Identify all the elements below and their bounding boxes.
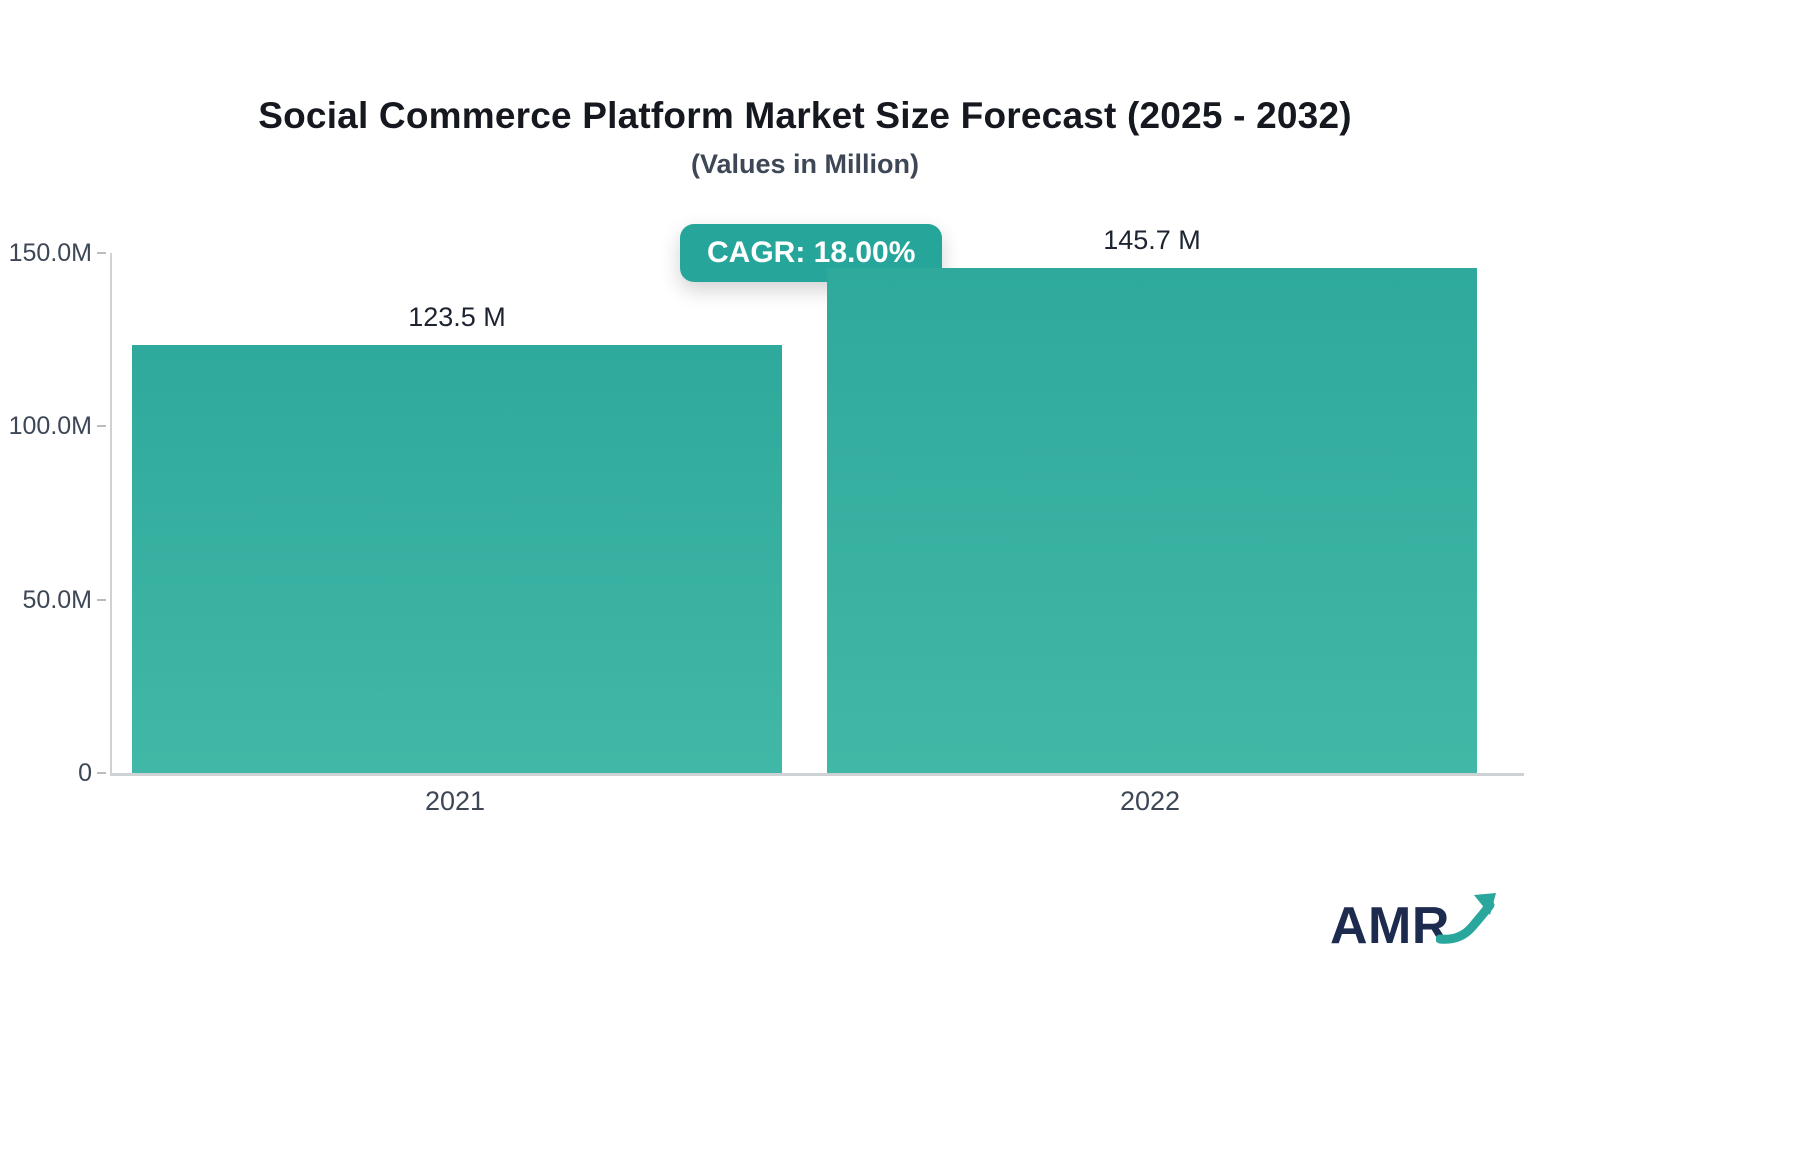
y-tick-label: 100.0M xyxy=(8,412,92,441)
y-tick-label: 150.0M xyxy=(8,239,92,267)
bar-value-label-2021: 123.5 M xyxy=(408,301,506,332)
bar-2021 xyxy=(132,344,782,773)
chart-title: Social Commerce Platform Market Size For… xyxy=(258,95,1352,136)
y-tick-mark xyxy=(97,598,106,601)
y-tick-mark xyxy=(97,252,106,254)
x-axis-label-2021: 2021 xyxy=(424,786,486,816)
bar-2022 xyxy=(827,267,1477,773)
amr-logo-text: AMR xyxy=(1330,897,1450,955)
x-axis-label-2022: 2022 xyxy=(1119,786,1181,816)
plot-area: 123.5 M 145.7 M xyxy=(110,225,1524,776)
y-tick-mark xyxy=(97,772,106,774)
y-tick-label: 50.0M xyxy=(22,585,92,614)
chart-subtitle: (Values in Million) xyxy=(690,149,920,179)
y-tick-mark xyxy=(97,425,106,428)
amr-logo: AMR xyxy=(1330,892,1498,956)
growth-arrow-icon xyxy=(1435,892,1498,954)
y-tick-label: 0 xyxy=(78,759,92,787)
bar-value-label-2022: 145.7 M xyxy=(1103,224,1201,255)
cagr-badge: CAGR: 18.00% xyxy=(680,224,943,282)
